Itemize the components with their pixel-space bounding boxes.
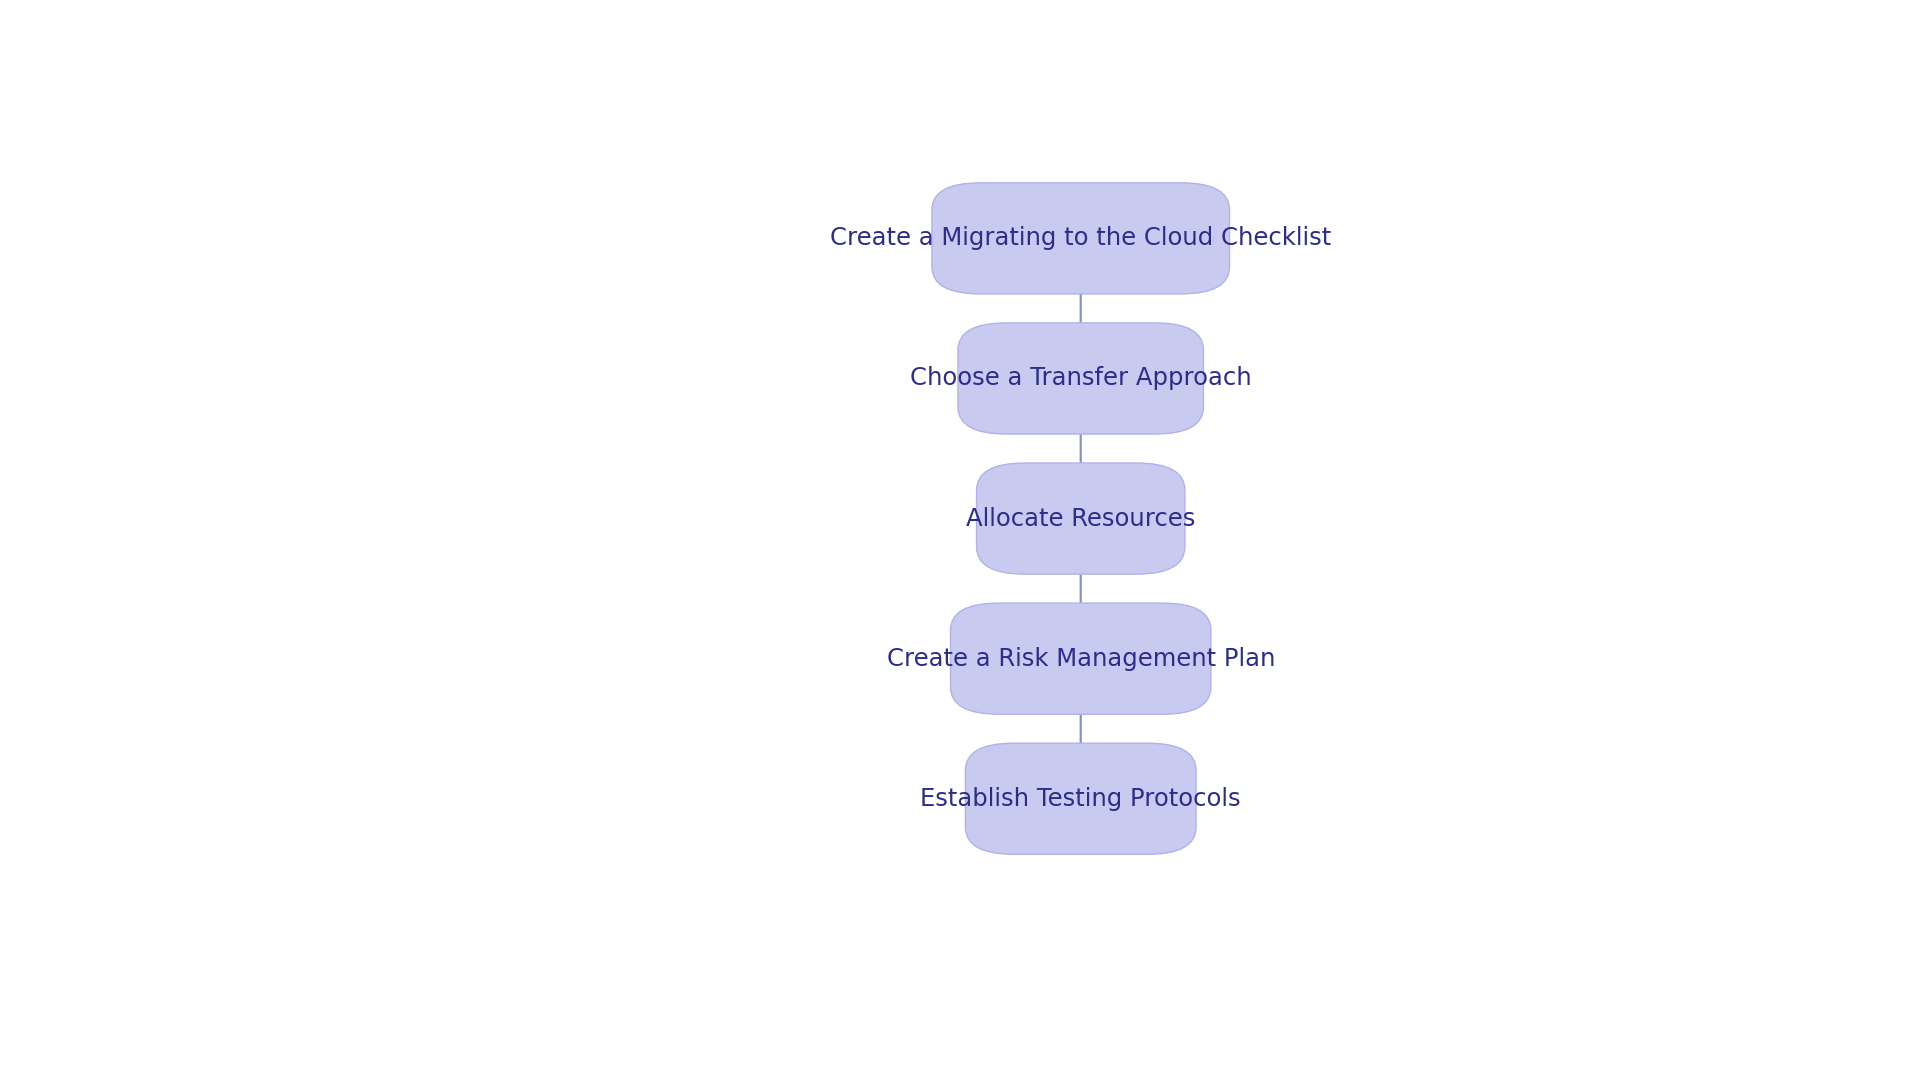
Text: Establish Testing Protocols: Establish Testing Protocols <box>920 786 1240 811</box>
Text: Create a Migrating to the Cloud Checklist: Create a Migrating to the Cloud Checklis… <box>829 226 1331 250</box>
FancyBboxPatch shape <box>931 183 1229 293</box>
Text: Choose a Transfer Approach: Choose a Transfer Approach <box>910 366 1252 391</box>
FancyBboxPatch shape <box>977 464 1185 574</box>
FancyBboxPatch shape <box>966 743 1196 854</box>
Text: Allocate Resources: Allocate Resources <box>966 507 1196 531</box>
Text: Create a Risk Management Plan: Create a Risk Management Plan <box>887 647 1275 670</box>
FancyBboxPatch shape <box>950 603 1212 714</box>
FancyBboxPatch shape <box>958 323 1204 434</box>
